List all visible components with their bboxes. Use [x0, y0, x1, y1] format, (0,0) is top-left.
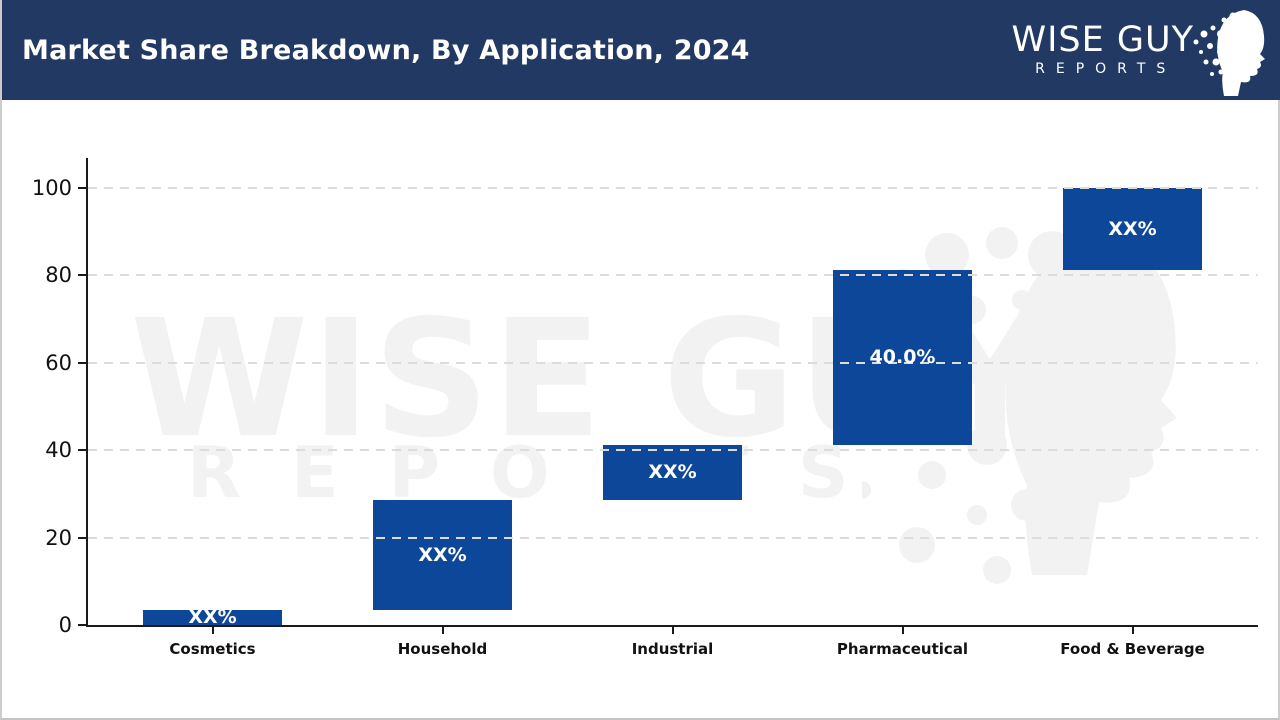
- x-axis-spine: [86, 625, 1258, 627]
- bar-industrial: [603, 444, 742, 500]
- gridline-60: [88, 361, 1258, 364]
- x-tick-mark-food-beverage: [1131, 627, 1134, 634]
- bar-food-beverage: [1063, 187, 1202, 270]
- x-tick-label-pharmaceutical: Pharmaceutical: [836, 640, 969, 658]
- bar-pharmaceutical: [833, 269, 972, 445]
- y-tick-mark-80: [78, 274, 87, 276]
- brand-logo: WISE GUY REPORTS: [1011, 4, 1280, 96]
- y-tick-label-80: 80: [45, 263, 72, 287]
- y-tick-mark-40: [78, 449, 87, 451]
- y-tick-label-60: 60: [45, 350, 72, 375]
- x-tick-mark-household: [441, 627, 444, 634]
- bar-label-pharmaceutical: 40.0%: [869, 346, 936, 369]
- x-tick-label-household: Household: [397, 640, 488, 658]
- x-tick-label-food-beverage: Food & Beverage: [1060, 640, 1205, 658]
- y-tick-label-20: 20: [45, 525, 72, 550]
- x-tick-label-industrial: Industrial: [631, 640, 714, 658]
- gridline-80: [88, 274, 1258, 276]
- app-header: Market Share Breakdown, By Application, …: [2, 0, 1280, 100]
- x-tick-label-cosmetics: Cosmetics: [169, 640, 256, 658]
- x-tick-mark-pharmaceutical: [901, 627, 904, 634]
- bar-label-cosmetics: XX%: [188, 606, 237, 629]
- brand-face-profile-dots-icon: [1193, 10, 1265, 96]
- page-title: Market Share Breakdown, By Application, …: [22, 34, 750, 66]
- bar-household: [373, 499, 512, 610]
- y-tick-mark-100: [78, 186, 87, 189]
- gridline-20: [88, 536, 1258, 539]
- gridline-100: [88, 186, 1258, 189]
- y-tick-label-100: 100: [31, 175, 72, 200]
- bar-label-food-beverage: XX%: [1108, 217, 1157, 240]
- brand-name: WISE GUY: [1011, 20, 1194, 60]
- y-tick-mark-60: [78, 361, 87, 364]
- y-tick-label-40: 40: [45, 438, 72, 462]
- y-tick-label-0: 0: [58, 613, 72, 637]
- brand-subname: REPORTS: [1035, 61, 1177, 77]
- bar-cosmetics: [143, 609, 282, 625]
- bar-label-household: XX%: [418, 543, 467, 566]
- y-tick-mark-0: [78, 624, 87, 626]
- y-axis-spine: [86, 158, 88, 627]
- y-tick-mark-20: [78, 536, 87, 539]
- bar-label-industrial: XX%: [648, 461, 697, 484]
- gridline-40: [88, 449, 1258, 451]
- brand-logo-text: WISE GUY REPORTS: [1011, 20, 1194, 78]
- x-tick-mark-cosmetics: [211, 627, 214, 634]
- x-tick-mark-industrial: [671, 627, 674, 634]
